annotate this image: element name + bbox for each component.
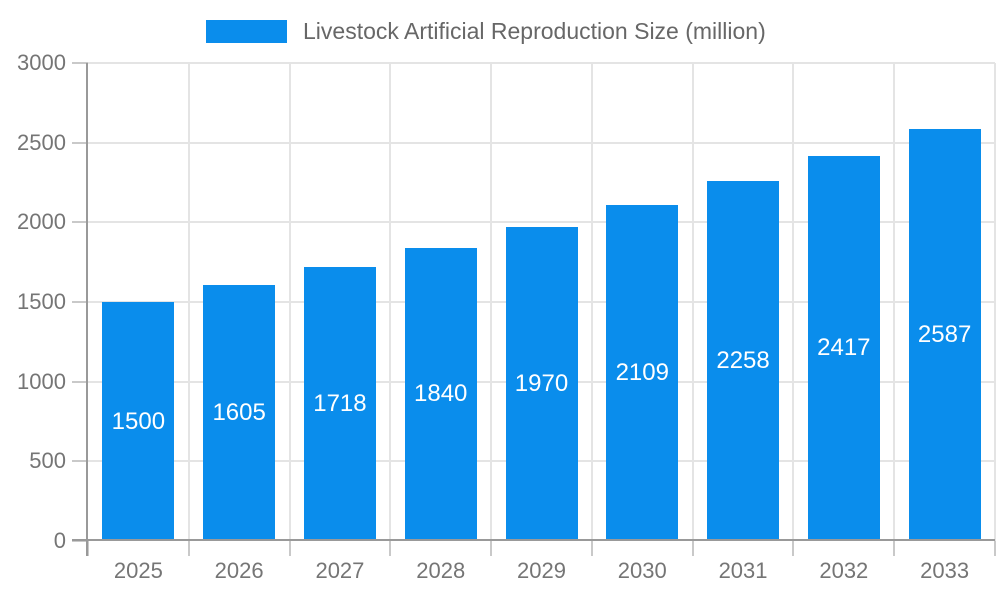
y-axis-tick [72,301,88,303]
x-axis-line [72,539,995,541]
x-axis-tick [792,541,795,556]
y-axis-tick [72,380,88,383]
x-axis-label: 2025 [113,558,163,583]
y-axis-tick [72,141,88,144]
bar-2028[interactable] [404,247,477,539]
gridline-horizontal [88,221,995,224]
y-axis-label: 1500 [17,289,66,314]
x-axis-label: 2031 [718,558,768,583]
y-axis-label: 1000 [17,368,66,394]
gridline-vertical [691,63,694,541]
gridline-vertical [994,63,996,541]
x-axis-label: 2030 [617,558,667,583]
bar-value-label: 1718 [313,390,367,418]
bar-2026[interactable] [203,285,276,539]
bar-value-label: 2417 [817,334,871,362]
y-axis-label: 500 [29,448,66,474]
x-axis-label: 2029 [517,558,566,583]
gridline-vertical [792,63,795,541]
y-axis-label: 3000 [17,50,66,75]
bar-2033[interactable] [908,128,981,539]
x-axis-tick [590,541,593,556]
x-axis-tick [994,541,996,556]
y-axis-label: 0 [53,528,66,553]
y-axis-line [86,63,88,556]
x-axis-label: 2027 [315,558,365,583]
x-axis-tick [288,541,291,556]
y-axis-tick [72,62,88,64]
gridline-horizontal [88,62,995,64]
gridline-vertical [288,63,291,541]
bar-value-label: 1840 [414,380,468,408]
bar-value-label: 1970 [514,370,569,398]
gridline-vertical [187,63,190,541]
bar-2032[interactable] [807,155,880,539]
x-axis-tick [87,541,89,556]
bar-value-label: 2587 [917,320,972,348]
bar-2027[interactable] [303,267,376,539]
x-axis-label: 2033 [920,558,970,583]
bar-2030[interactable] [606,204,679,539]
gridline-vertical [389,63,392,541]
bar-value-label: 2258 [716,347,770,375]
bar-value-label: 1605 [212,399,266,427]
bar-value-label: 1500 [111,407,166,435]
legend-swatch [206,19,287,43]
bar-2029[interactable] [505,227,578,539]
x-axis-tick [691,541,694,556]
chart-legend[interactable]: Livestock Artificial Reproduction Size (… [206,9,766,53]
gridline-vertical [893,63,896,541]
x-axis-label: 2032 [819,558,869,583]
bar-value-label: 2109 [615,358,669,386]
y-axis-tick [72,540,88,542]
x-axis-tick [490,541,493,556]
y-axis-label: 2500 [17,129,66,155]
x-axis-label: 2028 [416,558,466,583]
legend-label: Livestock Artificial Reproduction Size (… [303,17,766,44]
x-axis-tick [893,541,896,556]
gridline-vertical [490,63,493,541]
x-axis-label: 2026 [214,558,264,583]
gridline-vertical [590,63,593,541]
y-axis-tick [72,460,88,463]
gridline-horizontal [88,141,995,144]
y-axis-label: 2000 [17,209,66,235]
bar-2031[interactable] [707,181,780,539]
bar-2025[interactable] [102,302,175,539]
y-axis-tick [72,221,88,224]
x-axis-tick [187,541,190,556]
x-axis-tick [389,541,392,556]
